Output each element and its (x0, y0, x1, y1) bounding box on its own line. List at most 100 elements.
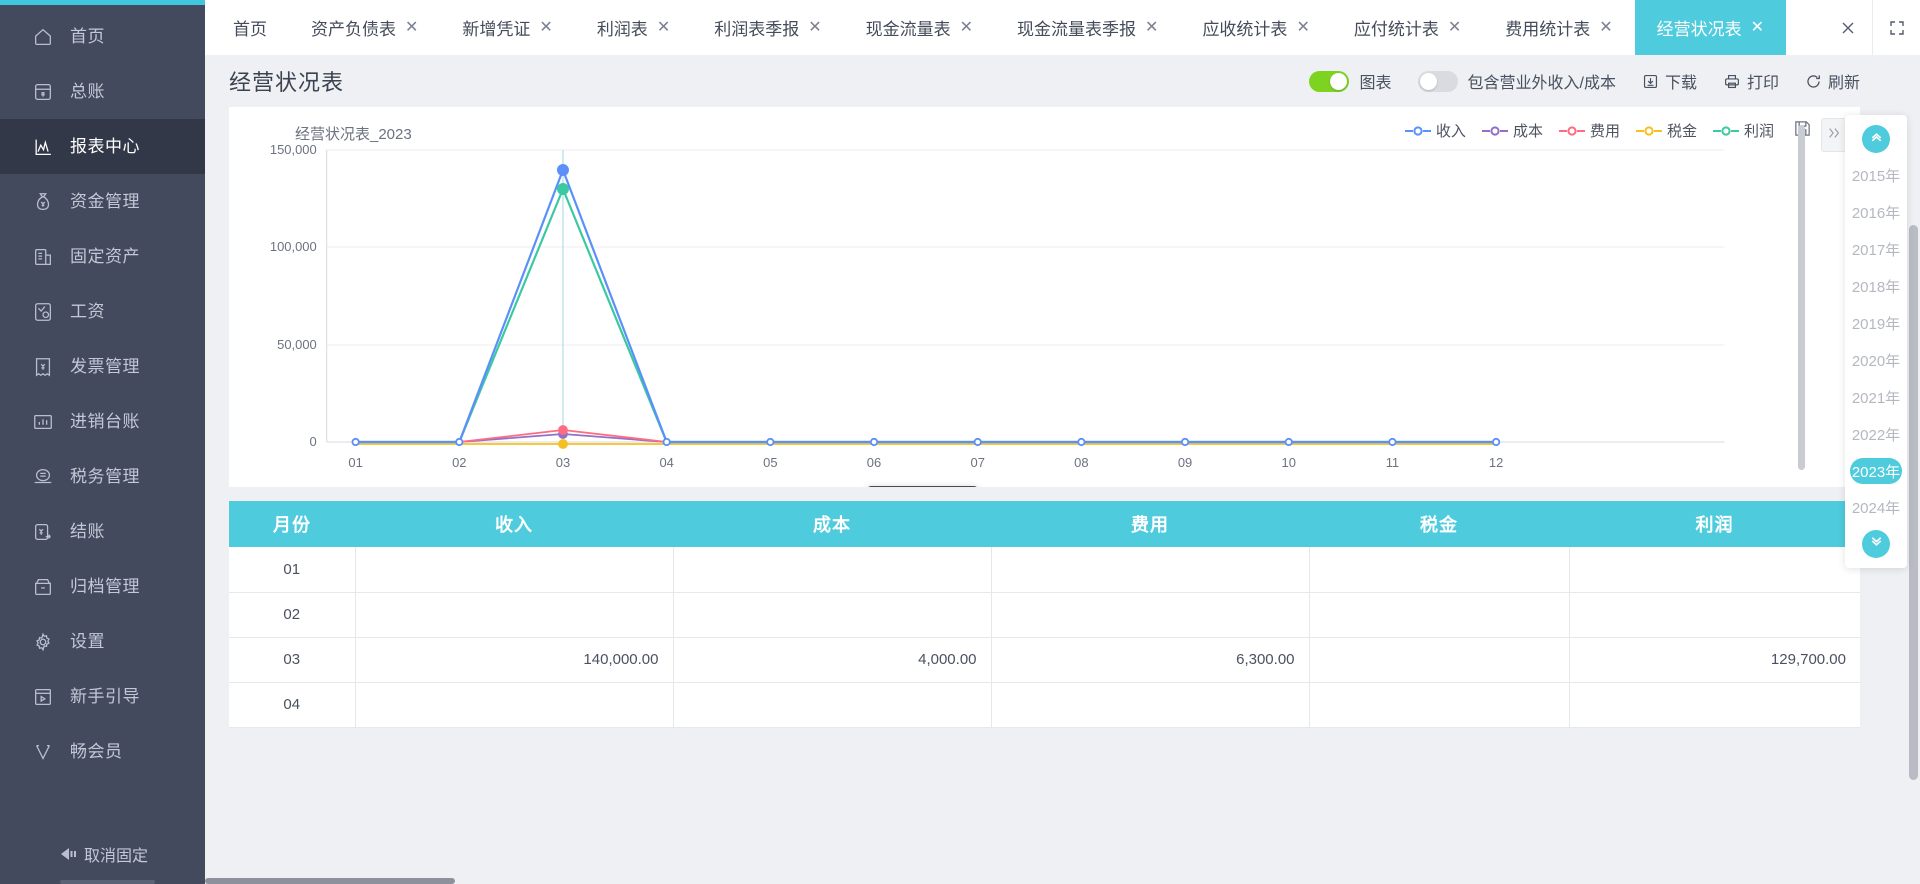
year-item-2022[interactable]: 2022年 (1851, 427, 1901, 444)
chart-scrollbar-thumb[interactable] (1798, 125, 1805, 470)
close-icon[interactable]: ✕ (405, 18, 419, 36)
sidebar-item-payroll[interactable]: 工资 (0, 284, 205, 339)
close-all-tabs-button[interactable] (1824, 0, 1872, 55)
chart-toggle-label: 图表 (1359, 75, 1392, 92)
year-picker: 2015年 2016年 2017年 2018年 2019年 2020年 2021… (1845, 115, 1907, 568)
year-item-2015[interactable]: 2015年 (1851, 168, 1901, 185)
close-icon[interactable]: ✕ (1599, 18, 1613, 36)
tab-income-statement[interactable]: 利润表 ✕ (575, 0, 692, 55)
close-icon[interactable]: ✕ (959, 18, 974, 36)
year-item-2021[interactable]: 2021年 (1851, 390, 1901, 407)
sidebar-item-settings[interactable]: 设置 (0, 614, 205, 669)
close-icon[interactable]: ✕ (656, 18, 671, 36)
sidebar-nav: 首页 总账 报表中心 资金管理 (0, 5, 205, 779)
cell-income: 140,000.00 (355, 637, 674, 683)
column-header-profit[interactable]: 利润 (1569, 501, 1860, 547)
nonoperating-toggle[interactable]: 包含营业外收入/成本 (1417, 69, 1616, 93)
column-header-month[interactable]: 月份 (229, 501, 355, 547)
settle-icon (30, 520, 56, 544)
sidebar-scroll-indicator[interactable] (60, 880, 155, 884)
column-header-tax[interactable]: 税金 (1309, 501, 1569, 547)
year-item-2023[interactable]: 2023年 (1850, 458, 1902, 484)
close-icon[interactable]: ✕ (1296, 18, 1310, 36)
year-item-2024[interactable]: 2024年 (1851, 500, 1901, 517)
tab-payable-statistics[interactable]: 应付统计表 ✕ (1332, 0, 1483, 55)
tab-label: 新增凭证 (462, 20, 531, 39)
tab-label: 现金流量表季报 (1017, 20, 1137, 39)
close-icon[interactable]: ✕ (808, 18, 822, 36)
sidebar-item-label: 资金管理 (70, 192, 140, 211)
refresh-button[interactable]: 刷新 (1805, 69, 1860, 93)
cell-income (355, 682, 674, 728)
tab-new-voucher[interactable]: 新增凭证 ✕ (440, 0, 574, 55)
tab-bar: 首页 资产负债表 ✕ 新增凭证 ✕ 利润表 ✕ 利润表季报 ✕ (205, 0, 1920, 55)
print-button[interactable]: 打印 (1723, 69, 1779, 93)
close-icon[interactable]: ✕ (1447, 18, 1462, 36)
sidebar-item-inventory-ledger[interactable]: 进销台账 (0, 394, 205, 449)
close-icon[interactable]: ✕ (539, 18, 553, 36)
sidebar-item-beginner-guide[interactable]: 新手引导 (0, 669, 205, 724)
horizontal-scrollbar-thumb[interactable] (205, 878, 455, 884)
column-header-cost[interactable]: 成本 (673, 501, 991, 547)
tab-business-status[interactable]: 经营状况表 ✕ (1634, 0, 1787, 55)
sidebar-item-home[interactable]: 首页 (0, 9, 205, 64)
close-icon[interactable]: ✕ (1750, 18, 1765, 36)
sidebar-item-invoice-management[interactable]: 发票管理 (0, 339, 205, 394)
tab-receivable-statistics[interactable]: 应收统计表 ✕ (1180, 0, 1331, 55)
year-item-2017[interactable]: 2017年 (1851, 242, 1901, 259)
tab-home[interactable]: 首页 (211, 0, 289, 55)
legend-item-profit[interactable]: 利润 (1712, 120, 1774, 141)
year-item-2019[interactable]: 2019年 (1851, 316, 1901, 333)
year-item-2020[interactable]: 2020年 (1851, 353, 1901, 370)
toolbar-actions: 图表 包含营业外收入/成本 下载 打印 (1309, 69, 1860, 93)
chart-title: 经营状况表_2023 (295, 126, 412, 143)
tab-income-statement-quarterly[interactable]: 利润表季报 ✕ (692, 0, 843, 55)
table-row[interactable]: 03 140,000.00 4,000.00 6,300.00 129,700.… (229, 637, 1860, 683)
year-item-2016[interactable]: 2016年 (1851, 205, 1901, 222)
tab-label: 现金流量表 (865, 20, 951, 39)
table-row[interactable]: 01 (229, 547, 1860, 593)
toggle-knob (1330, 72, 1348, 90)
chart-scrollbar[interactable] (1798, 125, 1805, 475)
page-content: 经营状况表_2023 收入 成本 (205, 107, 1920, 884)
tab-expense-statistics[interactable]: 费用统计表 ✕ (1483, 0, 1634, 55)
close-icon[interactable]: ✕ (1145, 18, 1159, 36)
sidebar-item-general-ledger[interactable]: 总账 (0, 64, 205, 119)
sidebar-item-fund-management[interactable]: 资金管理 (0, 174, 205, 229)
tab-balance-sheet[interactable]: 资产负债表 ✕ (289, 0, 440, 55)
nonoperating-toggle-switch[interactable] (1417, 70, 1458, 92)
legend-item-income[interactable]: 收入 (1404, 120, 1466, 141)
table-row[interactable]: 04 (229, 682, 1860, 728)
money-bag-icon (30, 190, 56, 214)
sidebar-item-report-center[interactable]: 报表中心 (0, 119, 205, 174)
sidebar-item-label: 固定资产 (70, 247, 140, 266)
column-header-expense[interactable]: 费用 (991, 501, 1309, 547)
sidebar-item-settlement[interactable]: 结账 (0, 504, 205, 559)
table-row[interactable]: 02 (229, 592, 1860, 638)
svg-text:05: 05 (763, 455, 777, 470)
sidebar-item-vip-member[interactable]: 畅会员 (0, 724, 205, 779)
column-header-income[interactable]: 收入 (355, 501, 673, 547)
year-panel-collapse-button[interactable] (1821, 118, 1845, 152)
legend-item-tax[interactable]: 税金 (1635, 120, 1697, 141)
sidebar-item-fixed-assets[interactable]: 固定资产 (0, 229, 205, 284)
legend-item-cost[interactable]: 成本 (1481, 120, 1543, 141)
tab-label: 资产负债表 (311, 20, 396, 39)
chart-toggle[interactable]: 图表 (1309, 69, 1392, 93)
sidebar-item-archive-management[interactable]: 归档管理 (0, 559, 205, 614)
chart-plot[interactable]: 150,000 100,000 50,000 0 01 02 03 04 05 … (229, 107, 1860, 487)
year-scroll-down-button[interactable] (1862, 530, 1890, 558)
tab-cash-flow-quarterly[interactable]: 现金流量表季报 ✕ (995, 0, 1180, 55)
chart-toggle-switch[interactable] (1309, 70, 1350, 92)
download-button[interactable]: 下载 (1642, 69, 1697, 93)
fullscreen-button[interactable] (1872, 0, 1920, 55)
year-scroll-up-button[interactable] (1862, 125, 1890, 153)
sidebar-item-tax-management[interactable]: 税务管理 (0, 449, 205, 504)
sidebar-collapse-toggle[interactable]: 取消固定 (0, 824, 205, 884)
page-scrollbar-thumb[interactable] (1909, 225, 1918, 780)
series-points-income (351, 164, 1501, 447)
legend-item-expense[interactable]: 费用 (1558, 120, 1620, 141)
tab-cash-flow[interactable]: 现金流量表 ✕ (844, 0, 995, 55)
year-item-2018[interactable]: 2018年 (1851, 279, 1901, 296)
sidebar-collapse-label: 取消固定 (83, 848, 148, 865)
